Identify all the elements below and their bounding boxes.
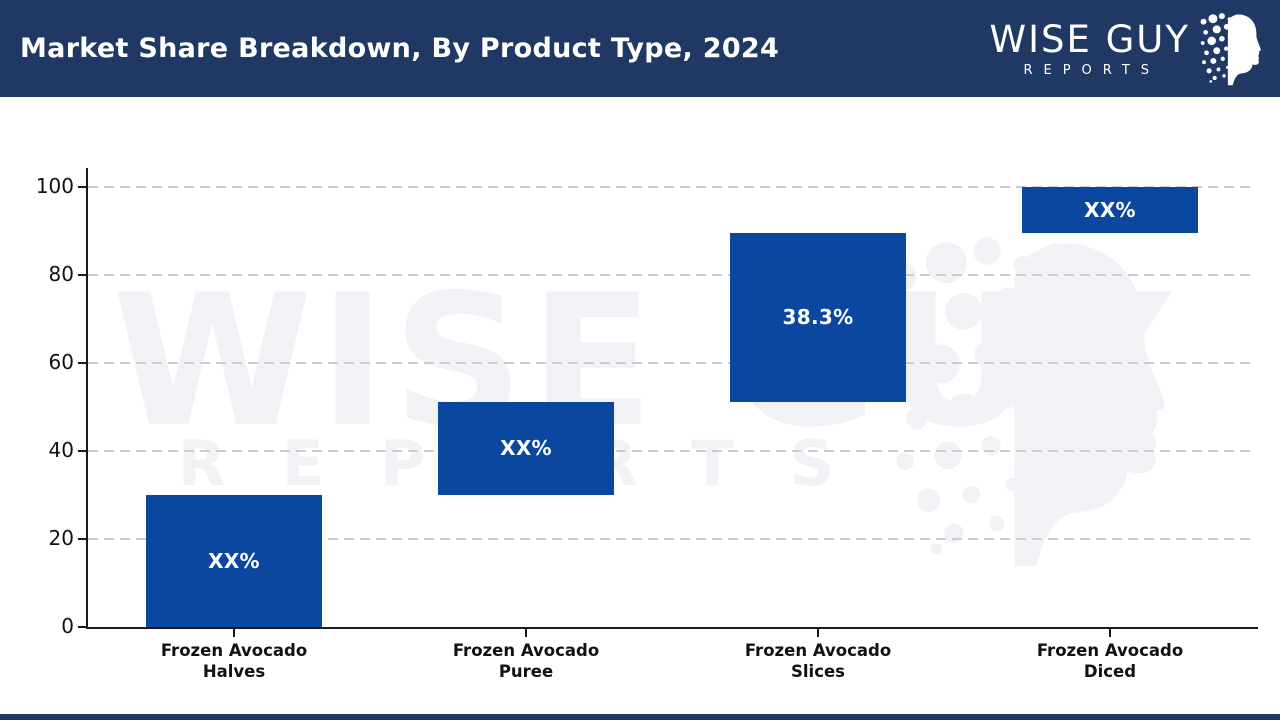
- bar-segment: XX%: [438, 401, 614, 495]
- gridline: [88, 362, 1256, 364]
- y-tick-mark: [78, 538, 88, 540]
- y-tick-mark: [78, 186, 88, 188]
- chart-area: WISE GUY REPORTS XX%XX%38.3%XX% 02040608…: [0, 97, 1280, 714]
- y-tick-mark: [78, 450, 88, 452]
- category-label: Frozen Avocado Puree: [452, 641, 600, 682]
- gridline: [88, 274, 1256, 276]
- gridline: [88, 186, 1256, 188]
- logo-subtitle: REPORTS: [1023, 62, 1161, 78]
- category-label: Frozen Avocado Slices: [744, 641, 892, 682]
- x-tick-mark: [817, 629, 819, 637]
- gridline: [88, 450, 1256, 452]
- y-tick-label: 40: [48, 438, 74, 462]
- bar-value-label: XX%: [500, 436, 552, 461]
- watermark-face-icon: [878, 225, 1170, 577]
- x-tick-mark: [233, 629, 235, 637]
- footer-bar: [0, 714, 1280, 720]
- logo-wordmark: WISE GUY: [989, 17, 1190, 61]
- bar-value-label: XX%: [208, 549, 260, 573]
- category-label: Frozen Avocado Halves: [160, 641, 308, 682]
- y-tick-label: 80: [48, 262, 74, 286]
- wiseguy-logo: WISE GUY REPORTS: [990, 9, 1262, 89]
- y-tick-mark: [78, 274, 88, 276]
- gridline: [88, 538, 1256, 540]
- header-band: Market Share Breakdown, By Product Type,…: [0, 0, 1280, 97]
- x-tick-mark: [525, 629, 527, 637]
- y-tick-label: 100: [35, 174, 74, 198]
- category-label: Frozen Avocado Diced: [1036, 641, 1184, 682]
- bar-segment: XX%: [1022, 187, 1198, 234]
- y-tick-mark: [78, 626, 88, 628]
- bar-value-label: 38.3%: [782, 305, 854, 330]
- page-title: Market Share Breakdown, By Product Type,…: [20, 33, 780, 64]
- y-tick-label: 0: [61, 614, 74, 638]
- y-axis-line: [86, 168, 88, 629]
- wiseguy-face-icon: [1198, 9, 1262, 89]
- x-axis-line: [86, 627, 1258, 629]
- x-tick-mark: [1109, 629, 1111, 637]
- bar-value-label: XX%: [1084, 198, 1136, 223]
- y-tick-mark: [78, 362, 88, 364]
- bar-segment: 38.3%: [730, 233, 906, 402]
- bar-segment: XX%: [146, 495, 322, 627]
- y-tick-label: 20: [48, 526, 74, 550]
- y-tick-label: 60: [48, 350, 74, 374]
